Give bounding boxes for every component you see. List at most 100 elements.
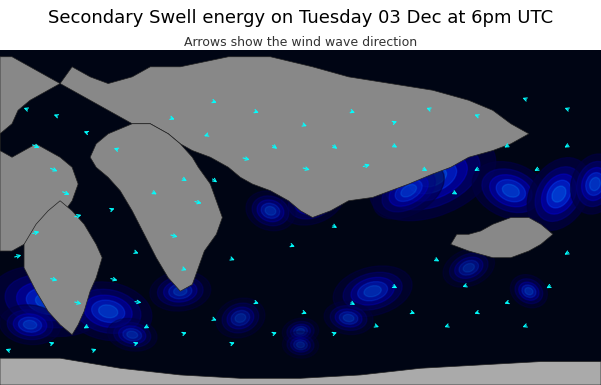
Ellipse shape <box>351 277 394 305</box>
Ellipse shape <box>280 176 345 225</box>
Ellipse shape <box>7 310 53 340</box>
Ellipse shape <box>443 248 495 287</box>
Ellipse shape <box>231 310 249 326</box>
Ellipse shape <box>108 318 157 351</box>
Ellipse shape <box>294 340 307 350</box>
Ellipse shape <box>535 167 583 221</box>
Polygon shape <box>60 57 529 218</box>
Ellipse shape <box>519 282 539 300</box>
Ellipse shape <box>389 175 429 206</box>
Ellipse shape <box>169 284 192 299</box>
Ellipse shape <box>542 174 576 214</box>
Ellipse shape <box>300 192 325 210</box>
Ellipse shape <box>290 337 311 352</box>
Ellipse shape <box>13 314 47 336</box>
Text: Secondary Swell energy on Tuesday 03 Dec at 6pm UTC: Secondary Swell energy on Tuesday 03 Dec… <box>48 8 553 27</box>
Ellipse shape <box>472 162 549 220</box>
Ellipse shape <box>419 168 447 187</box>
Ellipse shape <box>459 260 478 275</box>
Polygon shape <box>0 57 78 251</box>
Ellipse shape <box>515 279 543 304</box>
Ellipse shape <box>157 276 203 306</box>
Ellipse shape <box>91 300 125 323</box>
Ellipse shape <box>288 182 337 219</box>
Ellipse shape <box>586 172 601 196</box>
Polygon shape <box>0 358 601 385</box>
Polygon shape <box>451 218 553 258</box>
Ellipse shape <box>35 293 61 309</box>
Ellipse shape <box>99 305 118 318</box>
Ellipse shape <box>373 162 444 219</box>
Ellipse shape <box>525 288 533 295</box>
Ellipse shape <box>370 134 496 221</box>
Ellipse shape <box>395 180 422 201</box>
Ellipse shape <box>290 324 311 339</box>
Ellipse shape <box>163 280 197 302</box>
Ellipse shape <box>295 187 330 214</box>
Polygon shape <box>24 201 102 335</box>
Ellipse shape <box>482 169 540 213</box>
Ellipse shape <box>19 317 41 332</box>
Ellipse shape <box>252 196 289 226</box>
Ellipse shape <box>409 161 457 194</box>
Ellipse shape <box>282 331 319 358</box>
Ellipse shape <box>0 266 105 336</box>
Ellipse shape <box>398 154 468 201</box>
Ellipse shape <box>343 315 354 321</box>
Ellipse shape <box>324 301 373 335</box>
Ellipse shape <box>552 186 566 202</box>
Ellipse shape <box>450 253 488 282</box>
Ellipse shape <box>463 263 474 272</box>
Ellipse shape <box>570 154 601 214</box>
Ellipse shape <box>261 203 279 218</box>
Ellipse shape <box>454 257 483 278</box>
Ellipse shape <box>293 326 308 336</box>
Ellipse shape <box>502 184 519 197</box>
Ellipse shape <box>76 289 141 333</box>
Ellipse shape <box>590 177 600 191</box>
Ellipse shape <box>227 307 254 329</box>
Ellipse shape <box>222 303 259 333</box>
Ellipse shape <box>23 320 37 329</box>
Ellipse shape <box>510 275 548 308</box>
Ellipse shape <box>296 328 305 334</box>
Ellipse shape <box>522 285 536 298</box>
Ellipse shape <box>150 271 211 311</box>
Ellipse shape <box>257 200 284 222</box>
Ellipse shape <box>26 288 70 315</box>
Ellipse shape <box>382 169 435 212</box>
Ellipse shape <box>5 275 91 328</box>
Ellipse shape <box>496 180 525 202</box>
Ellipse shape <box>364 286 381 297</box>
Ellipse shape <box>114 323 151 347</box>
Ellipse shape <box>118 326 146 344</box>
Ellipse shape <box>282 318 319 345</box>
Ellipse shape <box>577 161 601 207</box>
Ellipse shape <box>235 314 246 322</box>
Ellipse shape <box>246 191 295 231</box>
Ellipse shape <box>296 342 305 348</box>
Ellipse shape <box>127 331 138 338</box>
Ellipse shape <box>330 306 367 330</box>
Ellipse shape <box>17 282 79 321</box>
Polygon shape <box>90 124 222 291</box>
Ellipse shape <box>335 309 362 327</box>
Ellipse shape <box>123 328 142 341</box>
Ellipse shape <box>84 295 132 328</box>
Text: Arrows show the wind wave direction: Arrows show the wind wave direction <box>184 36 417 49</box>
Ellipse shape <box>343 272 402 310</box>
Ellipse shape <box>527 158 591 231</box>
Ellipse shape <box>490 175 532 207</box>
Ellipse shape <box>333 266 412 316</box>
Ellipse shape <box>216 298 265 338</box>
Ellipse shape <box>287 321 314 341</box>
Ellipse shape <box>64 282 152 341</box>
Ellipse shape <box>340 312 358 324</box>
Ellipse shape <box>547 180 571 208</box>
Ellipse shape <box>385 145 480 210</box>
Ellipse shape <box>358 281 388 301</box>
Ellipse shape <box>287 335 314 355</box>
Ellipse shape <box>174 287 187 296</box>
Ellipse shape <box>582 167 601 201</box>
Ellipse shape <box>265 206 276 215</box>
